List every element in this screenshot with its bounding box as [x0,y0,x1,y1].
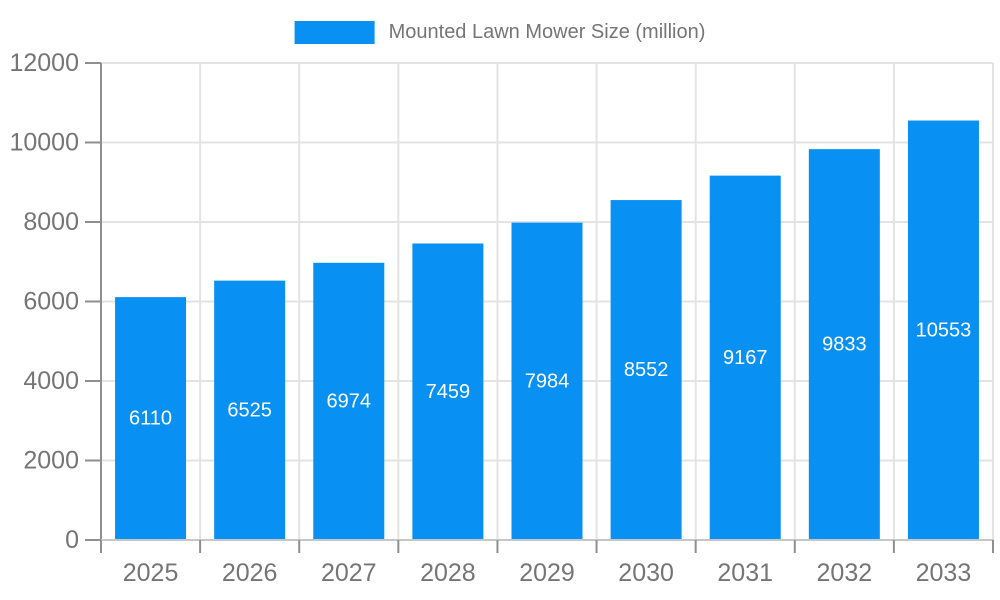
legend-swatch [294,21,375,44]
bar-value-label: 6110 [129,408,172,430]
bar[interactable] [511,222,583,541]
bar[interactable] [412,243,484,540]
bar[interactable] [610,200,682,541]
bar-value-label: 9167 [723,347,768,369]
bar-value-label: 6525 [227,399,272,421]
legend-label: Mounted Lawn Mower Size (million) [388,21,706,43]
x-axis-tick-label: 2029 [519,559,575,587]
bar-value-label: 10553 [916,319,972,341]
bar[interactable] [214,280,286,540]
x-axis-tick-label: 2033 [916,559,972,587]
bar[interactable] [709,175,781,540]
y-axis-tick-label: 10000 [9,129,79,157]
x-axis-tick-label: 2025 [123,559,179,587]
x-axis-tick-label: 2027 [321,559,377,587]
y-axis-tick-label: 6000 [23,288,79,316]
bar-value-label: 8552 [624,359,669,381]
bar[interactable] [115,297,187,540]
bar[interactable] [313,262,385,540]
x-axis-tick-label: 2031 [717,559,773,587]
x-axis-tick-label: 2028 [420,559,476,587]
bar-value-label: 9833 [822,334,867,356]
bar-value-label: 7459 [426,381,471,403]
bar-value-label: 6974 [327,390,372,412]
y-axis-tick-label: 2000 [23,447,79,475]
x-axis-tick-label: 2026 [222,559,278,587]
bar-value-label: 7984 [525,370,570,392]
bar[interactable] [808,149,880,540]
y-axis-tick-label: 8000 [23,208,79,236]
y-axis-tick-label: 0 [65,526,79,554]
y-axis-tick-label: 4000 [23,367,79,395]
legend[interactable]: Mounted Lawn Mower Size (million) [294,21,706,44]
bar[interactable] [907,120,979,540]
y-axis-tick-label: 12000 [9,49,79,77]
x-axis-tick-label: 2032 [817,559,873,587]
x-axis-tick-label: 2030 [618,559,674,587]
